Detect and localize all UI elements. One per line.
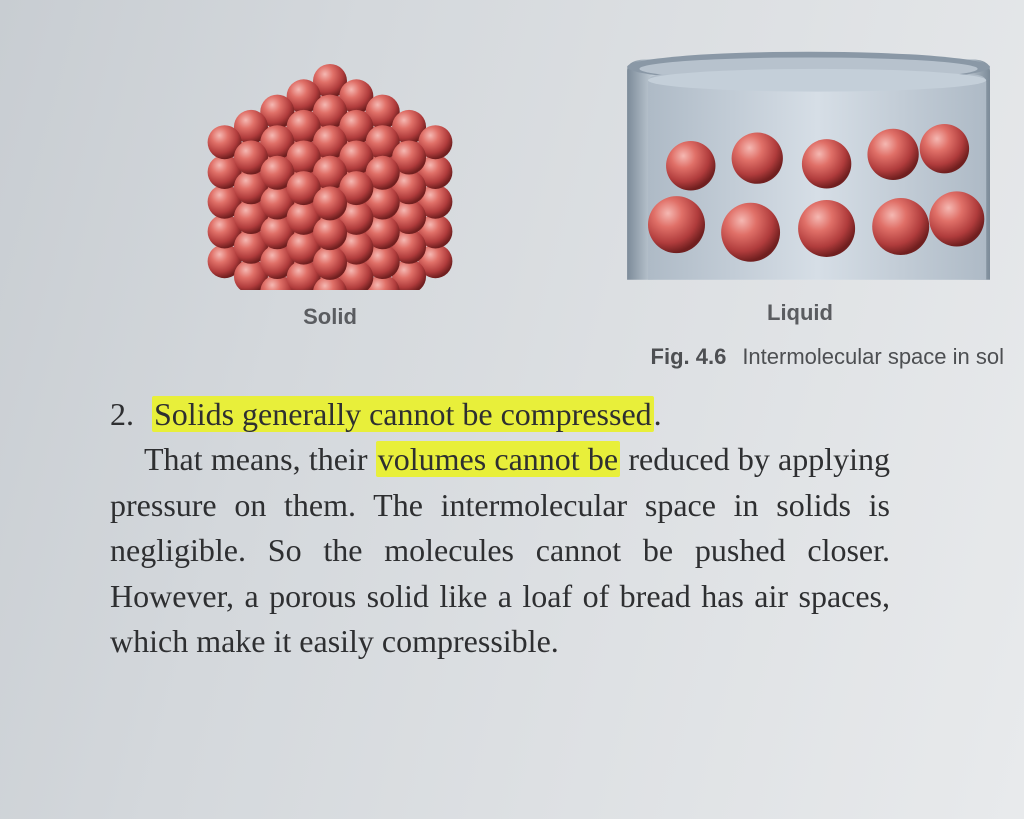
liquid-beaker-diagram — [610, 36, 990, 286]
figures-row: Solid — [190, 30, 1004, 330]
solid-cube-diagram — [190, 30, 470, 290]
list-number: 2. — [110, 392, 144, 437]
textbook-page: Solid — [0, 0, 1024, 819]
body-paragraph-2: 2. Solids generally cannot be compressed… — [110, 392, 890, 665]
line1-tail: . — [654, 396, 662, 432]
liquid-label: Liquid — [767, 300, 833, 326]
caption-text: Intermolecular space in sol — [742, 344, 1004, 370]
solid-label: Solid — [303, 304, 357, 330]
figure-caption: Fig. 4.6 Intermolecular space in sol — [110, 344, 1004, 370]
figure-solid: Solid — [190, 30, 470, 330]
figure-liquid: Liquid — [610, 36, 990, 326]
caption-figure-number: Fig. 4.6 — [651, 344, 727, 370]
highlight-1: Solids generally cannot be compressed — [152, 396, 654, 432]
line2-a: That means, their — [144, 441, 376, 477]
highlight-2: volumes cannot be — [376, 441, 620, 477]
